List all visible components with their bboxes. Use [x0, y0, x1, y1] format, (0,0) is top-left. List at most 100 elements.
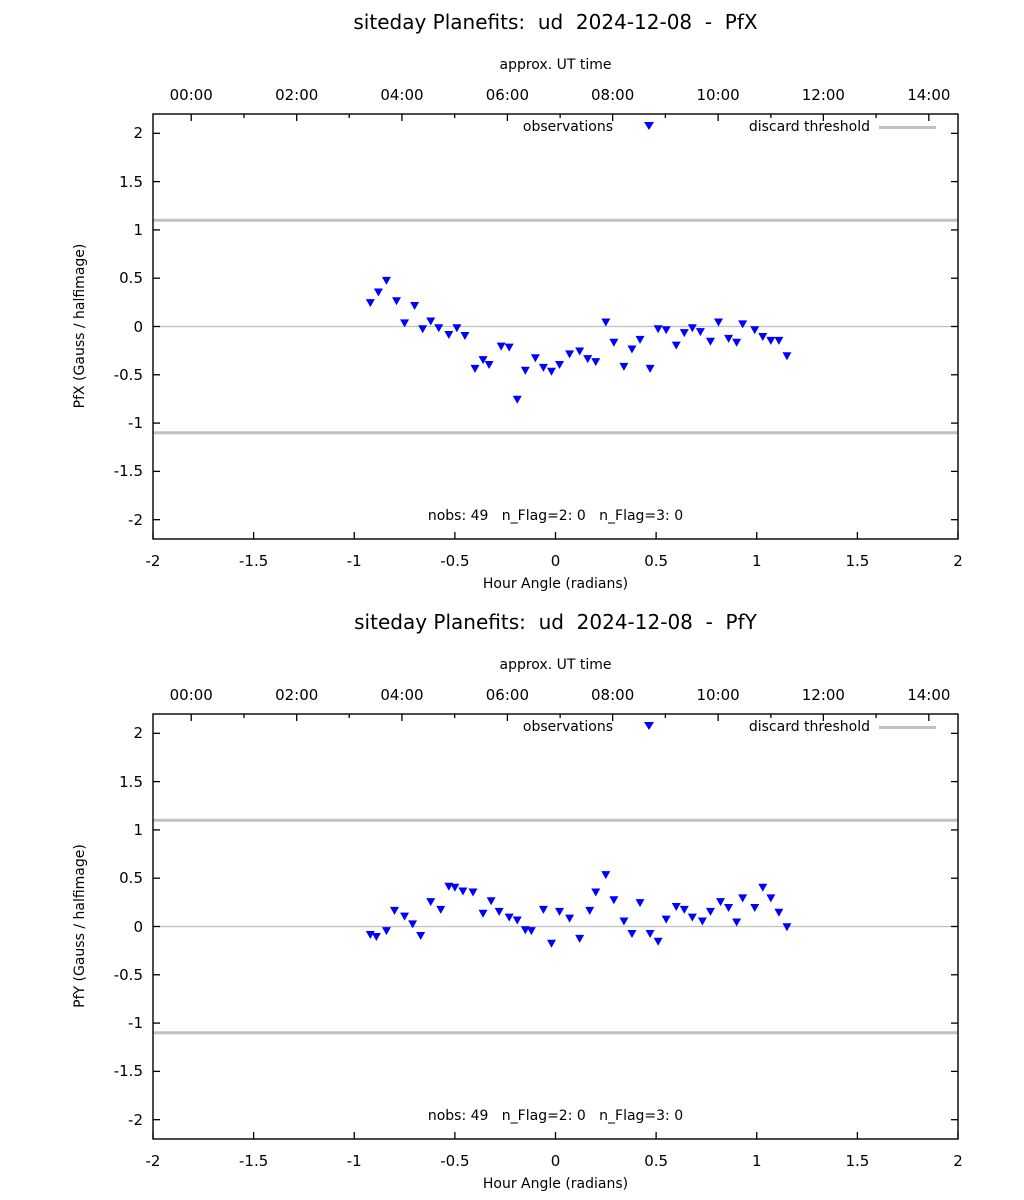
data-point: [766, 336, 776, 345]
data-point: [512, 916, 522, 925]
y-tick-label: -1.5: [113, 1062, 143, 1081]
x-tick-label: 0.5: [644, 552, 669, 570]
data-point: [627, 345, 637, 354]
ut-tick-label: 02:00: [275, 86, 319, 104]
data-point: [575, 347, 585, 356]
data-point: [585, 906, 595, 915]
data-point: [609, 338, 619, 347]
ut-tick-label: 10:00: [696, 86, 740, 104]
data-point: [390, 906, 399, 915]
data-point: [671, 903, 681, 912]
x-tick-label: 0: [550, 552, 561, 570]
data-point: [546, 939, 556, 948]
y-tick-label: -0.5: [113, 965, 143, 984]
data-point: [782, 352, 792, 361]
data-point: [460, 331, 470, 340]
data-point: [774, 336, 784, 345]
data-point: [381, 927, 391, 936]
data-point: [530, 354, 540, 363]
data-point: [679, 905, 689, 914]
data-point: [478, 909, 488, 918]
legend-observations-label: observations: [522, 119, 613, 135]
data-point: [583, 355, 593, 364]
pfx-plot-panel: siteday Planefits: ud 2024-12-08 - PfX a…: [72, 10, 963, 592]
y-tick-label: -2: [128, 1110, 143, 1129]
data-point: [381, 276, 391, 285]
data-point: [458, 887, 468, 896]
y-tick-label: 2: [133, 124, 143, 143]
data-point: [653, 325, 663, 334]
data-point: [450, 883, 460, 892]
data-point: [400, 912, 410, 921]
x-tick-label: -0.5: [440, 552, 470, 570]
data-point: [738, 320, 748, 329]
y-tick-label: -2: [128, 510, 143, 529]
x-tick-label: -1.5: [238, 1152, 269, 1170]
data-point: [705, 907, 715, 916]
pfy-ut-time-axis-label: approx. UT time: [499, 657, 612, 673]
x-tick-label: -2: [145, 552, 161, 570]
x-tick-label: -1.5: [238, 552, 269, 570]
data-point: [373, 288, 383, 297]
data-point: [371, 932, 381, 941]
ut-tick-label: 06:00: [485, 86, 529, 104]
data-point: [468, 888, 478, 897]
x-tick-label: 0: [550, 1152, 561, 1170]
x-tick-label: 2: [953, 552, 963, 570]
data-point: [635, 899, 645, 908]
data-point: [575, 934, 585, 943]
data-point: [758, 332, 768, 341]
data-point: [732, 338, 742, 347]
ut-tick-label: 00:00: [169, 86, 213, 104]
x-tick-label: -2: [145, 1152, 161, 1170]
data-point: [418, 325, 428, 334]
data-point: [732, 918, 742, 927]
data-point: [434, 324, 444, 333]
x-tick-label: 1.5: [845, 1152, 870, 1170]
data-point: [565, 914, 575, 923]
data-point: [724, 903, 734, 912]
x-tick-label: 2: [953, 1152, 963, 1170]
data-point: [555, 360, 565, 369]
data-point: [758, 883, 768, 892]
data-point: [410, 302, 420, 311]
legend-discard-threshold-label: discard threshold: [748, 119, 870, 135]
y-tick-label: -1: [128, 414, 143, 433]
data-point: [750, 326, 760, 335]
x-tick-label: 1: [751, 1152, 762, 1170]
y-tick-label: 0.5: [119, 869, 143, 888]
data-point: [609, 896, 619, 905]
x-tick-label: 1.5: [845, 552, 870, 570]
data-point: [661, 915, 671, 924]
pfy-plot-panel: siteday Planefits: ud 2024-12-08 - PfY a…: [0, 600, 1024, 1200]
data-point: [619, 917, 629, 926]
x-tick-label: 0.5: [644, 1152, 669, 1170]
data-point: [627, 930, 637, 939]
data-point: [470, 364, 480, 373]
y-tick-label: 1: [133, 820, 143, 839]
ut-tick-label: 10:00: [696, 686, 740, 704]
x-tick-label: -1: [346, 552, 362, 570]
data-point: [494, 907, 504, 916]
threshold-line-sample-icon: [879, 726, 936, 729]
data-point: [408, 920, 418, 929]
data-point: [635, 335, 645, 344]
data-point: [782, 923, 792, 932]
data-point: [555, 907, 565, 916]
data-point: [484, 360, 494, 369]
x-tick-label: 1: [751, 552, 762, 570]
pfx-nobs-annotation: nobs: 49 n_Flag=2: 0 n_Flag=3: 0: [427, 508, 684, 524]
data-point: [565, 350, 575, 359]
pfy-plot-area: [152, 713, 959, 1140]
legend-discard-threshold-label: discard threshold: [748, 719, 870, 735]
data-point: [766, 894, 776, 903]
ut-tick-label: 04:00: [380, 86, 424, 104]
ut-tick-label: 04:00: [380, 686, 424, 704]
data-point: [601, 871, 611, 880]
y-tick-label: 0: [133, 917, 143, 936]
observation-marker-icon: [644, 722, 654, 730]
pfy-x-axis-label: Hour Angle (radians): [482, 1176, 629, 1192]
pfy-nobs-annotation: nobs: 49 n_Flag=2: 0 n_Flag=3: 0: [427, 1108, 684, 1124]
pfy-plot-title: siteday Planefits: ud 2024-12-08 - PfY: [354, 610, 757, 634]
